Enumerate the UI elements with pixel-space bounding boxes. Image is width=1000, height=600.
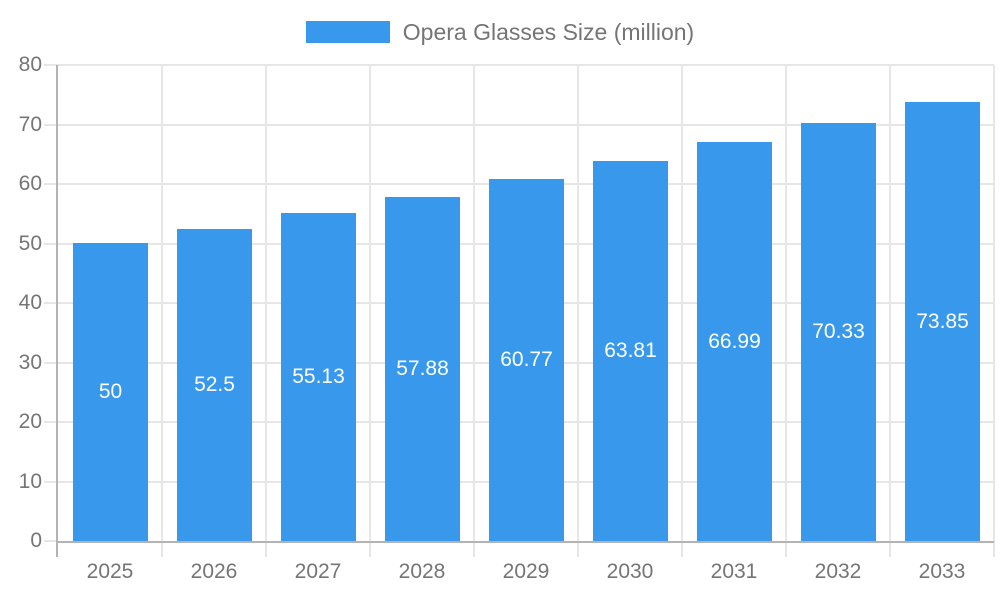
- x-gridline: [265, 65, 267, 541]
- y-tick-mark: [44, 421, 58, 423]
- bar-2029: [489, 179, 564, 541]
- bar-2030: [593, 161, 668, 541]
- bar-value-label: 55.13: [292, 365, 345, 388]
- x-axis-label: 2029: [502, 560, 550, 583]
- y-tick-mark: [44, 302, 58, 304]
- bar-value-label: 63.81: [604, 339, 657, 362]
- x-gridline: [681, 65, 683, 541]
- x-gridline: [993, 65, 995, 541]
- y-tick-mark: [44, 481, 58, 483]
- y-axis-label: 40: [18, 291, 42, 314]
- x-axis-label: 2030: [606, 560, 654, 583]
- x-gridline: [161, 65, 163, 541]
- bar-value-label: 73.85: [916, 310, 969, 333]
- x-tick-mark: [161, 541, 163, 557]
- bar-value-label: 50: [98, 380, 123, 403]
- x-gridline: [577, 65, 579, 541]
- y-axis-label: 80: [18, 53, 42, 76]
- x-axis-label: 2027: [294, 560, 342, 583]
- y-gridline: [58, 64, 994, 66]
- bar-2028: [385, 197, 460, 541]
- x-gridline: [889, 65, 891, 541]
- bar-2031: [697, 142, 772, 541]
- x-tick-mark: [889, 541, 891, 557]
- x-tick-mark: [577, 541, 579, 557]
- x-gridline: [785, 65, 787, 541]
- bar-2026: [177, 229, 252, 541]
- legend[interactable]: Opera Glasses Size (million): [0, 18, 1000, 46]
- y-axis-label: 20: [18, 410, 42, 433]
- bar-2025: [73, 243, 148, 541]
- x-axis-label: 2031: [710, 560, 758, 583]
- y-axis-label: 10: [18, 470, 42, 493]
- x-axis-line: [58, 541, 994, 543]
- x-tick-mark: [993, 541, 995, 557]
- x-tick-mark: [785, 541, 787, 557]
- x-gridline: [369, 65, 371, 541]
- y-axis-label: 50: [18, 232, 42, 255]
- x-gridline: [473, 65, 475, 541]
- bar-value-label: 60.77: [500, 348, 553, 371]
- y-axis-label: 60: [18, 172, 42, 195]
- x-axis-label: 2025: [86, 560, 134, 583]
- bar-value-label: 57.88: [396, 357, 449, 380]
- bar-value-label: 70.33: [812, 320, 865, 343]
- y-tick-mark: [44, 243, 58, 245]
- y-axis-label: 30: [18, 351, 42, 374]
- x-axis-label: 2032: [814, 560, 862, 583]
- bar-value-label: 66.99: [708, 330, 761, 353]
- bar-value-label: 52.5: [194, 373, 235, 396]
- y-axis-label: 0: [30, 529, 42, 552]
- x-tick-mark: [265, 541, 267, 557]
- x-axis-label: 2028: [398, 560, 446, 583]
- bar-2032: [801, 123, 876, 541]
- y-tick-mark: [44, 124, 58, 126]
- bar-2027: [281, 213, 356, 541]
- y-tick-mark: [44, 183, 58, 185]
- y-axis-line: [56, 65, 58, 557]
- bar-2033: [905, 102, 980, 541]
- legend-swatch: [305, 21, 390, 43]
- x-tick-mark: [473, 541, 475, 557]
- x-tick-mark: [369, 541, 371, 557]
- y-gridline: [58, 124, 994, 126]
- x-tick-mark: [681, 541, 683, 557]
- y-tick-mark: [44, 540, 58, 542]
- y-axis-label: 70: [18, 113, 42, 136]
- x-axis-label: 2033: [918, 560, 966, 583]
- legend-label: Opera Glasses Size (million): [402, 19, 695, 45]
- y-tick-mark: [44, 362, 58, 364]
- x-axis-label: 2026: [190, 560, 238, 583]
- y-tick-mark: [44, 64, 58, 66]
